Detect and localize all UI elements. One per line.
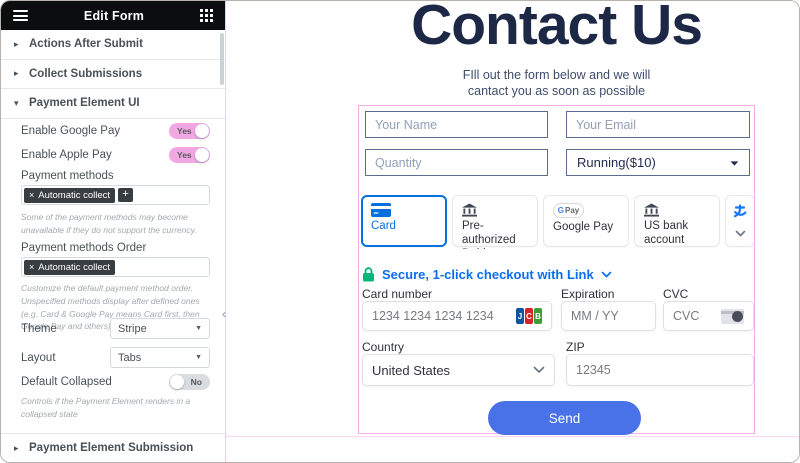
tag-automatic-collect: × Automatic collect [24, 259, 116, 275]
payment-methods-order-label: Payment methods Order [21, 242, 147, 254]
zip-input[interactable] [576, 363, 744, 377]
toggle-knob [195, 124, 209, 138]
cvc-field [663, 301, 754, 331]
cvc-label: CVC [663, 287, 689, 301]
bank-icon [644, 203, 659, 217]
contact-form-widget: Running($10) ▼ Card [358, 105, 755, 435]
section-payment-element-ui[interactable]: ▾ Payment Element UI [1, 89, 225, 119]
layout-row: Layout Tabs ▼ [21, 347, 210, 368]
theme-row: Theme Stripe ▼ [21, 318, 210, 339]
edit-form-panel: Edit Form ▸ Actions After Submit ▸ Colle… [1, 1, 226, 462]
caret-right-icon: ▸ [14, 442, 19, 453]
apps-grid-icon[interactable] [199, 9, 213, 22]
section-outline-line [226, 436, 799, 437]
page-subtitle: FIll out the form below and we will cant… [462, 68, 651, 98]
payment-methods-order-note: Customize the default payment method ord… [21, 283, 200, 332]
toggle-knob [195, 148, 209, 162]
default-collapsed-toggle[interactable]: No [169, 374, 210, 390]
card-number-field: J C B [362, 301, 552, 331]
google-pay-toggle[interactable]: Yes [169, 123, 210, 139]
lock-icon [363, 266, 374, 281]
card-number-label: Card number [362, 287, 433, 301]
caret-right-icon: ▸ [14, 68, 19, 79]
apple-pay-toggle[interactable]: Yes [169, 147, 210, 163]
gpay-icon: G Pay [553, 203, 584, 218]
select-caret-icon: ▼ [195, 354, 202, 361]
select-caret-icon: ▼ [727, 158, 742, 167]
default-collapsed-note: Controls if the Payment Element renders … [21, 396, 191, 419]
expiration-label: Expiration [561, 287, 615, 301]
hamburger-menu-icon[interactable] [13, 10, 28, 21]
enable-apple-pay-row: Enable Apple Pay Yes [21, 147, 210, 163]
name-input[interactable] [365, 111, 548, 138]
page-title: Contact Us [411, 0, 703, 57]
layout-select[interactable]: Tabs ▼ [110, 347, 210, 368]
bank-icon [462, 203, 477, 217]
default-collapsed-row: Default Collapsed No [21, 374, 210, 390]
tab-more-payment-methods[interactable] [725, 195, 754, 247]
tab-card[interactable]: Card [361, 195, 447, 247]
section-collect-submissions[interactable]: ▸ Collect Submissions [1, 59, 225, 89]
tab-pre-authorized-debit[interactable]: Pre-authorized Debit [452, 195, 538, 249]
cvc-card-icon [721, 308, 744, 324]
payment-methods-note: Some of the payment methods may become u… [21, 212, 197, 235]
panel-header: Edit Form [1, 1, 225, 30]
select-caret-icon: ▼ [195, 325, 202, 332]
payment-methods-label: Payment methods [21, 170, 114, 182]
alipay-icon [733, 204, 747, 218]
payment-methods-field[interactable]: × Automatic collect + [21, 185, 210, 205]
tag-remove-icon[interactable]: × [29, 262, 35, 272]
caret-down-icon: ▾ [14, 97, 19, 108]
chevron-down-icon [735, 230, 745, 237]
product-select[interactable]: Running($10) ▼ [566, 149, 750, 176]
chevron-down-icon [601, 271, 612, 278]
zip-label: ZIP [566, 340, 585, 354]
tag-automatic-collect: × Automatic collect [24, 187, 116, 203]
card-icon [371, 203, 391, 217]
payment-method-tabs: Card Pre-authorized Debit G Pay [361, 195, 754, 249]
payment-methods-order-field[interactable]: × Automatic collect [21, 257, 210, 277]
expiration-field [561, 301, 656, 331]
panel-collapse-handle[interactable]: ‹ [222, 307, 226, 321]
caret-right-icon: ▸ [14, 38, 19, 49]
jcb-card-brand-icon: J C B [516, 308, 542, 324]
send-button[interactable]: Send [488, 401, 641, 435]
theme-select[interactable]: Stripe ▼ [110, 318, 210, 339]
link-checkout-banner[interactable]: Secure, 1-click checkout with Link [362, 265, 612, 283]
enable-google-pay-row: Enable Google Pay Yes [21, 123, 210, 139]
country-select[interactable]: United States [362, 354, 555, 386]
panel-title: Edit Form [83, 8, 145, 23]
expiration-input[interactable] [571, 309, 646, 323]
zip-field [566, 354, 754, 386]
quantity-input[interactable] [365, 149, 548, 176]
email-input[interactable] [566, 111, 750, 138]
tag-remove-icon[interactable]: × [29, 190, 35, 200]
card-number-input[interactable] [372, 309, 511, 323]
section-actions-after-submit[interactable]: ▸ Actions After Submit [1, 30, 225, 60]
tab-google-pay[interactable]: G Pay Google Pay [543, 195, 629, 247]
chevron-down-icon [533, 366, 545, 374]
tab-us-bank-account[interactable]: US bank account [634, 195, 720, 247]
section-payment-element-submission[interactable]: ▸ Payment Element Submission [1, 433, 225, 462]
cvc-input[interactable] [673, 309, 716, 323]
preview-canvas: Contact Us FIll out the form below and w… [226, 1, 799, 462]
sidebar-scrollbar[interactable] [220, 33, 224, 85]
country-label: Country [362, 340, 405, 354]
tag-add-button[interactable]: + [118, 188, 134, 202]
toggle-knob [170, 375, 184, 389]
